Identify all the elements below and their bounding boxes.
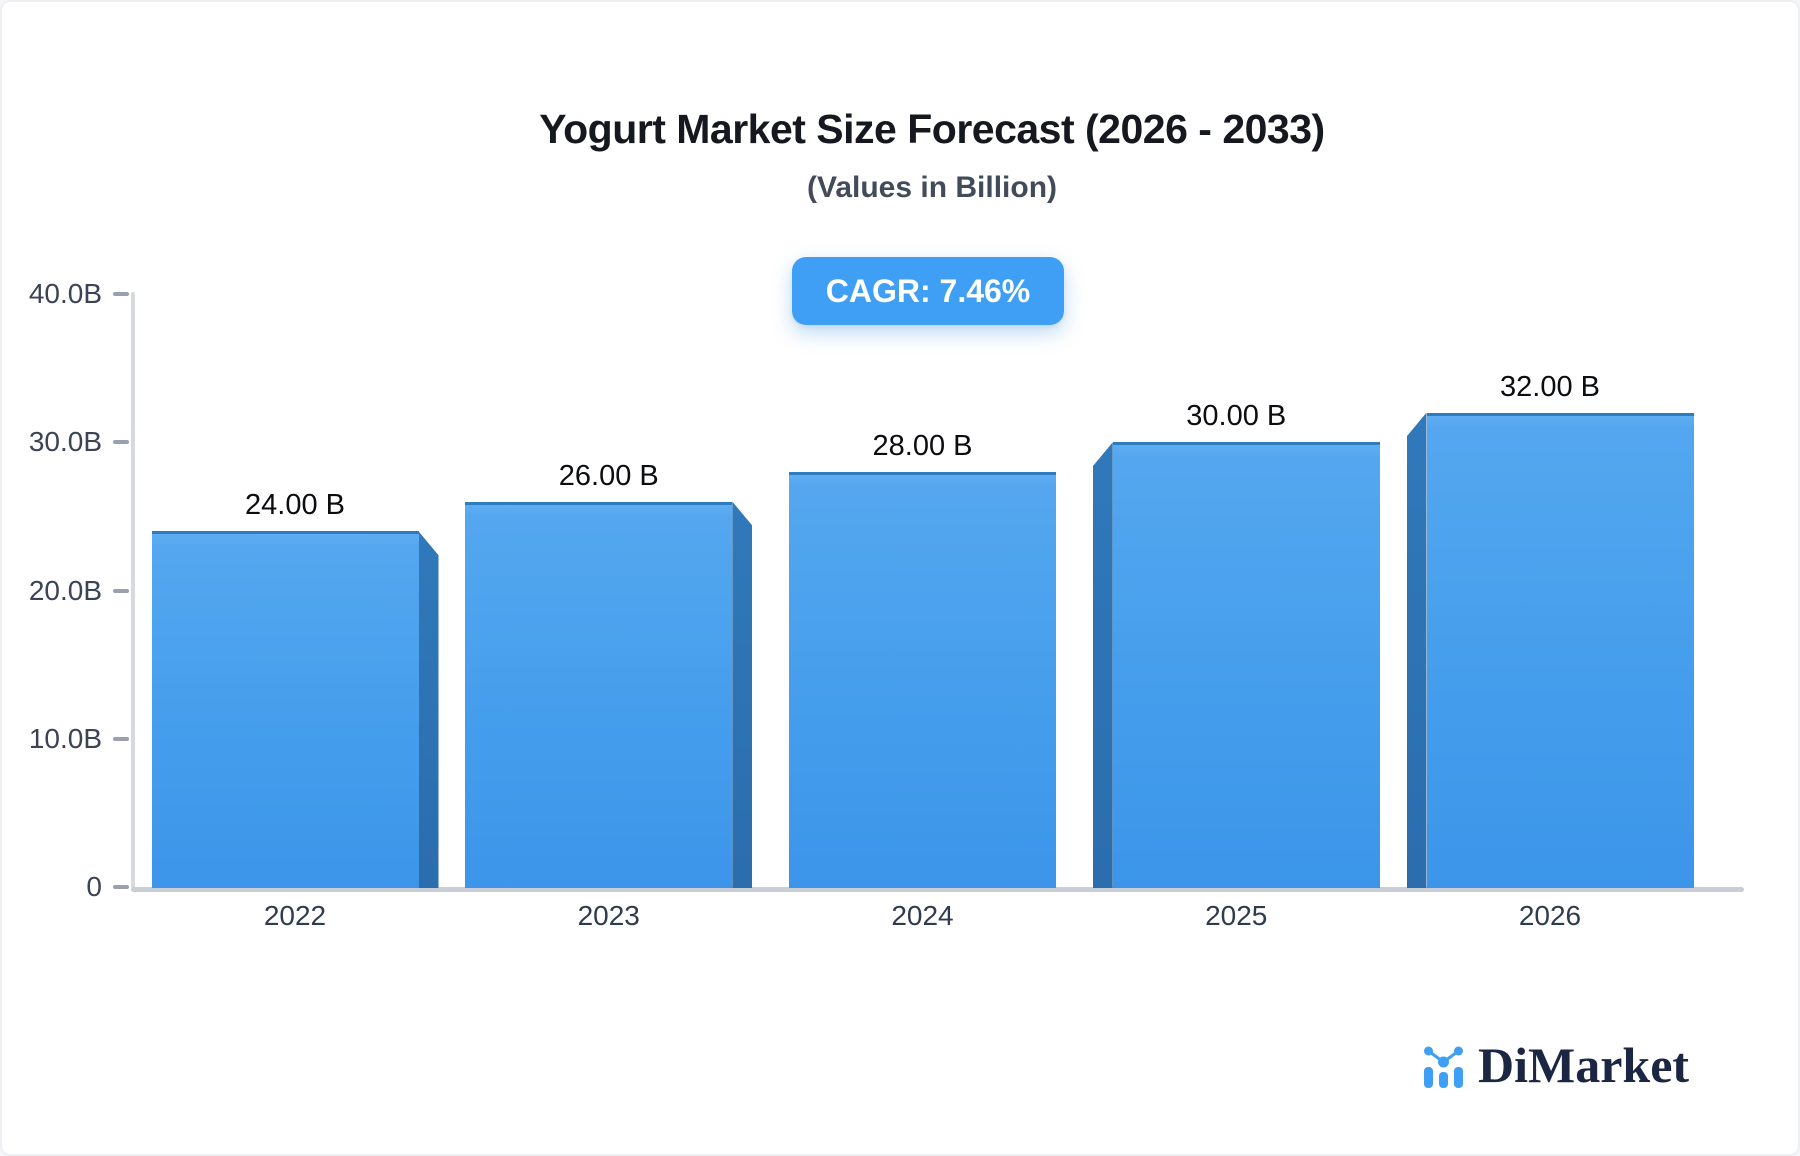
y-tick-label: 10.0B <box>28 722 102 754</box>
y-tick-mark <box>113 440 129 445</box>
bar-value-label: 24.00 B <box>245 489 345 522</box>
bar-value-label: 26.00 B <box>558 459 659 492</box>
bar-value-label: 30.00 B <box>1186 400 1287 433</box>
y-tick-label: 20.0B <box>28 574 102 606</box>
y-tick-mark <box>113 292 129 296</box>
chart-header: Yogurt Market Size Forecast (2026 - 2033… <box>132 2 1732 205</box>
cagr-badge: CAGR: 7.46% <box>792 257 1064 325</box>
bar-value-label: 28.00 B <box>872 429 973 462</box>
y-axis-line <box>131 292 135 889</box>
bar-2024 <box>789 471 1056 888</box>
bar-3d-side <box>732 501 753 888</box>
bar-2026 <box>1426 412 1694 888</box>
chart-title: Yogurt Market Size Forecast (2026 - 2033… <box>539 106 1325 152</box>
y-tick-mark <box>113 885 129 889</box>
bar-3d-side <box>1406 412 1427 888</box>
x-tick-label: 2026 <box>1518 900 1582 931</box>
bar-2022 <box>151 531 419 888</box>
bar-3d-side <box>418 531 439 888</box>
bar-3d-side <box>1092 442 1113 888</box>
x-tick-label: 2024 <box>891 900 954 931</box>
y-tick-label: 0 <box>86 871 102 902</box>
x-tick-label: 2022 <box>263 900 327 931</box>
x-tick-label: 2025 <box>1205 900 1268 931</box>
bar-2025 <box>1112 442 1380 888</box>
bar-chart-logo-icon <box>1424 1046 1463 1088</box>
y-tick-mark <box>113 736 129 741</box>
brand-name: DiMarket <box>1478 1037 1690 1093</box>
y-tick-label: 30.0B <box>28 426 102 458</box>
chart-subtitle: (Values in Billion) <box>806 171 1058 204</box>
bar-value-label: 32.00 B <box>1500 370 1600 403</box>
x-tick-label: 2023 <box>577 900 640 931</box>
y-tick-label: 40.0B <box>28 278 102 309</box>
x-axis-line <box>131 887 1744 892</box>
y-tick-mark <box>113 588 129 593</box>
brand-logo: DiMarket <box>1422 1040 1689 1090</box>
bar-2023 <box>465 501 733 888</box>
